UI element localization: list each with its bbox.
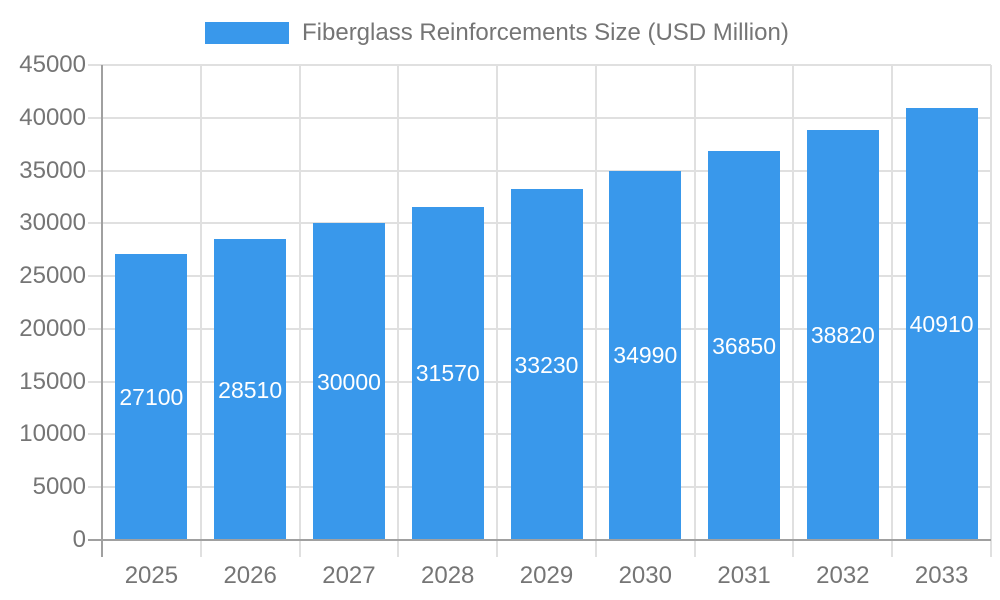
legend-label: Fiberglass Reinforcements Size (USD Mill…	[302, 19, 789, 46]
y-tick-label: 0	[72, 526, 86, 553]
bar-value-label: 38820	[810, 322, 875, 349]
bar-value-label: 40910	[909, 311, 974, 338]
gridline-horizontal	[88, 64, 991, 66]
bar-value-label: 34990	[613, 342, 678, 369]
x-tick-label: 2032	[816, 562, 870, 589]
y-tick-label: 30000	[19, 209, 86, 237]
gridline-horizontal	[88, 116, 991, 119]
gridline-vertical	[298, 65, 301, 557]
gridline-vertical	[792, 65, 795, 557]
y-tick-label: 10000	[19, 420, 86, 448]
y-tick-label: 20000	[19, 314, 86, 342]
x-tick-label: 2026	[223, 562, 277, 589]
x-tick-label: 2025	[124, 562, 179, 589]
gridline-horizontal	[88, 169, 991, 172]
legend-swatch	[205, 22, 289, 44]
y-tick-label: 25000	[19, 262, 86, 290]
y-tick-label: 5000	[32, 473, 86, 501]
bar-2029[interactable]	[510, 189, 583, 540]
x-tick-label: 2028	[421, 562, 475, 589]
bar-2030[interactable]	[609, 170, 682, 540]
bar-value-label: 36850	[712, 332, 777, 359]
y-axis-line	[101, 65, 103, 557]
bar-value-label: 30000	[316, 368, 381, 395]
x-tick-label: 2027	[322, 562, 376, 589]
y-tick-label: 15000	[19, 367, 86, 395]
legend-item[interactable]: Fiberglass Reinforcements Size (USD Mill…	[205, 19, 789, 46]
gridline-vertical	[496, 65, 499, 557]
bar-2032[interactable]	[806, 130, 879, 540]
bar-value-label: 31570	[415, 360, 480, 387]
gridline-vertical	[199, 65, 202, 557]
x-tick-label: 2033	[914, 562, 969, 589]
bar-value-label: 28510	[218, 376, 283, 403]
bar-2027[interactable]	[312, 223, 385, 540]
gridline-vertical	[990, 65, 992, 557]
y-tick-label: 40000	[19, 103, 86, 131]
bar-2033[interactable]	[905, 108, 978, 540]
x-axis-line	[88, 539, 991, 541]
gridline-vertical	[693, 65, 696, 557]
x-tick-label: 2031	[717, 562, 771, 589]
x-tick-label: 2029	[519, 562, 574, 589]
gridline-vertical	[397, 65, 400, 557]
y-tick-label: 35000	[19, 156, 86, 184]
bar-2031[interactable]	[708, 151, 781, 540]
bar-value-label: 27100	[119, 383, 184, 410]
bar-2025[interactable]	[115, 253, 188, 540]
bar-2028[interactable]	[411, 206, 484, 540]
bar-2026[interactable]	[214, 239, 287, 540]
gridline-vertical	[891, 65, 894, 557]
gridline-vertical	[594, 65, 597, 557]
x-tick-label: 2030	[618, 562, 672, 589]
bar-value-label: 33230	[514, 351, 579, 378]
y-tick-label: 45000	[19, 51, 86, 78]
